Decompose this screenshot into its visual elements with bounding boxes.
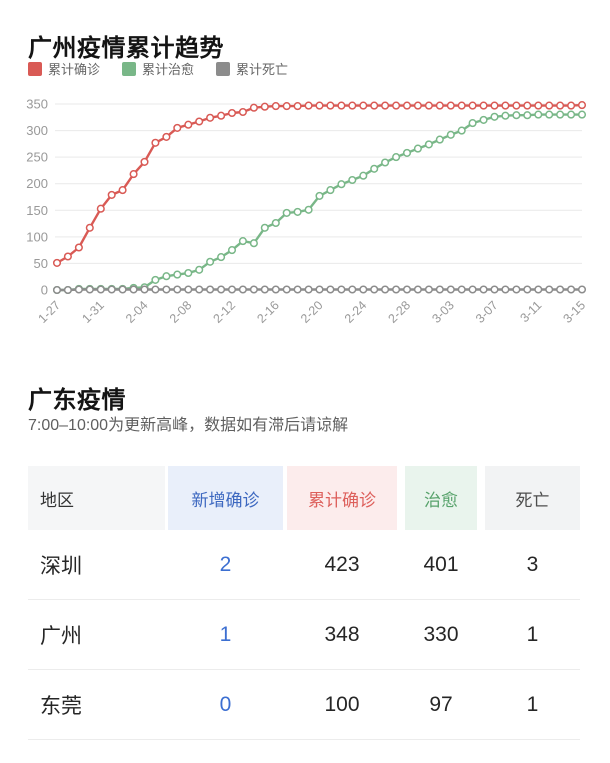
deaths-swatch-icon bbox=[216, 61, 231, 76]
column-header-new-confirmed-label: 新增确诊 bbox=[191, 490, 260, 510]
legend-item-cured[interactable]: 累计治愈 bbox=[122, 59, 194, 78]
svg-text:1-27: 1-27 bbox=[36, 298, 64, 326]
svg-text:2-24: 2-24 bbox=[342, 298, 370, 326]
svg-text:3-03: 3-03 bbox=[429, 298, 457, 326]
svg-text:3-07: 3-07 bbox=[473, 298, 501, 326]
svg-text:100: 100 bbox=[26, 229, 48, 244]
total-confirmed-cell: 423 bbox=[324, 552, 360, 576]
svg-text:2-28: 2-28 bbox=[386, 298, 414, 326]
new-confirmed-cell: 0 bbox=[219, 692, 232, 716]
total-confirmed-cell: 100 bbox=[324, 692, 360, 716]
svg-text:2-12: 2-12 bbox=[211, 298, 239, 326]
svg-text:3-11: 3-11 bbox=[517, 298, 544, 325]
legend-label-confirmed: 累计确诊 bbox=[48, 62, 101, 77]
column-header-deaths: 死亡 bbox=[485, 466, 580, 530]
confirmed-swatch-icon bbox=[28, 61, 42, 76]
province-section-title: 广东疫情 bbox=[28, 386, 126, 414]
region-table-header: 地区 新增确诊 累计确诊 治愈 死亡 bbox=[0, 466, 610, 530]
legend-label-deaths: 累计死亡 bbox=[236, 62, 289, 77]
svg-text:150: 150 bbox=[26, 203, 48, 218]
cured-cell: 401 bbox=[423, 552, 459, 576]
trend-chart-svg: 0 50 100 150 200 250 300 350 1-27 1-31 2-04 2-08 2-1… bbox=[26, 97, 589, 326]
table-row-shenzhen: 深圳 2 423 401 3 bbox=[28, 530, 580, 600]
new-confirmed-cell: 1 bbox=[219, 622, 232, 646]
svg-text:2-20: 2-20 bbox=[298, 298, 326, 326]
svg-text:1-31: 1-31 bbox=[79, 298, 107, 326]
region-cell: 广州 bbox=[40, 624, 82, 648]
cured-cell: 330 bbox=[423, 622, 459, 646]
deaths-cell: 1 bbox=[526, 692, 539, 716]
cured-swatch-icon bbox=[122, 61, 137, 76]
column-header-cured-label: 治愈 bbox=[424, 490, 458, 510]
column-header-cured: 治愈 bbox=[405, 466, 477, 530]
column-header-total-confirmed-label: 累计确诊 bbox=[308, 490, 376, 510]
svg-text:3-15: 3-15 bbox=[561, 298, 589, 326]
svg-text:2-08: 2-08 bbox=[167, 298, 195, 326]
cured-cell: 97 bbox=[429, 692, 453, 716]
deaths-cell: 1 bbox=[526, 622, 539, 646]
svg-text:2-16: 2-16 bbox=[254, 298, 282, 326]
legend-label-cured: 累计治愈 bbox=[142, 62, 195, 77]
new-confirmed-cell: 2 bbox=[219, 552, 232, 576]
svg-text:50: 50 bbox=[34, 256, 48, 271]
svg-text:2-04: 2-04 bbox=[123, 298, 151, 326]
column-header-region: 地区 bbox=[28, 466, 165, 530]
trend-line-chart: 0 50 100 150 200 250 300 350 1-27 1-31 2-04 2-08 2-1… bbox=[0, 88, 610, 343]
chart-legend: 累计确诊 累计治愈 累计死亡 bbox=[28, 59, 288, 78]
column-header-total-confirmed: 累计确诊 bbox=[287, 466, 397, 530]
deaths-cell: 3 bbox=[526, 552, 539, 576]
total-confirmed-cell: 348 bbox=[324, 622, 360, 646]
table-row-guangzhou: 广州 1 348 330 1 bbox=[28, 600, 580, 670]
svg-text:200: 200 bbox=[26, 176, 48, 191]
column-header-new-confirmed: 新增确诊 bbox=[168, 466, 283, 530]
legend-item-confirmed[interactable]: 累计确诊 bbox=[28, 59, 100, 78]
svg-text:250: 250 bbox=[26, 150, 48, 165]
update-notice-text: 7:00–10:00为更新高峰，数据如有滞后请谅解 bbox=[28, 417, 349, 434]
trend-chart-title: 广州疫情累计趋势 bbox=[28, 35, 224, 63]
region-cell: 东莞 bbox=[40, 694, 82, 718]
column-header-region-label: 地区 bbox=[40, 490, 74, 510]
column-header-deaths-label: 死亡 bbox=[515, 490, 550, 510]
svg-text:0: 0 bbox=[41, 283, 48, 298]
region-cell: 深圳 bbox=[40, 554, 82, 578]
table-row-dongguan: 东莞 0 100 97 1 bbox=[28, 670, 580, 740]
svg-text:300: 300 bbox=[26, 123, 48, 138]
svg-text:350: 350 bbox=[26, 97, 48, 112]
legend-item-deaths[interactable]: 累计死亡 bbox=[216, 59, 288, 78]
